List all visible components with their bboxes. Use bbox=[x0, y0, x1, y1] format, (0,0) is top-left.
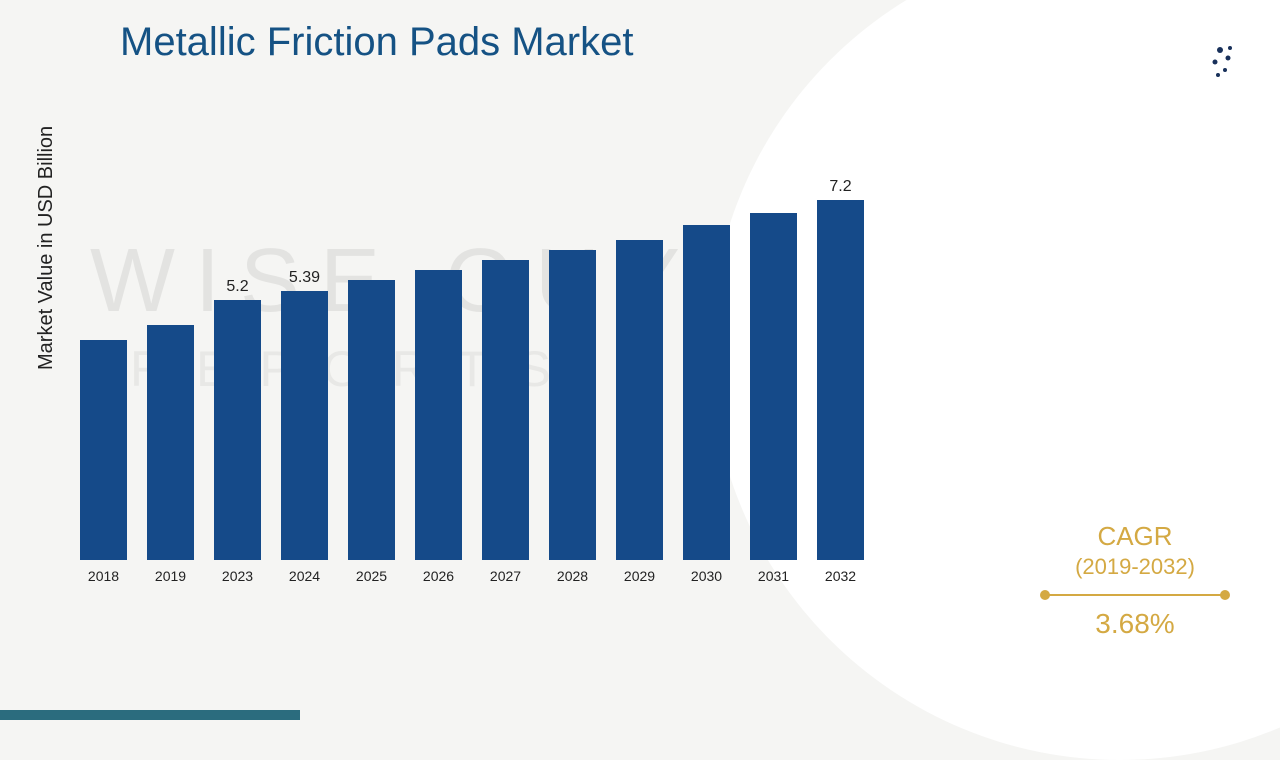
bar-2024: 5.392024 bbox=[281, 269, 328, 561]
bar-rect bbox=[80, 340, 127, 560]
bar-2018: 2018 bbox=[80, 336, 127, 560]
brand-logo: WISE GUY REPORTS bbox=[942, 20, 1250, 110]
bar-x-label: 2029 bbox=[624, 568, 655, 584]
cagr-title: CAGR bbox=[1045, 521, 1225, 552]
bar-rect bbox=[281, 291, 328, 561]
y-axis-label: Market Value in USD Billion bbox=[35, 126, 58, 370]
cagr-divider bbox=[1045, 594, 1225, 596]
bar-x-label: 2032 bbox=[825, 568, 856, 584]
bar-rect bbox=[616, 240, 663, 560]
cagr-range: (2019-2032) bbox=[1045, 554, 1225, 580]
bar-rect bbox=[817, 200, 864, 560]
bar-rect bbox=[348, 280, 395, 560]
bar-x-label: 2018 bbox=[88, 568, 119, 584]
bar-2029: 2029 bbox=[616, 236, 663, 560]
bottom-accent-bar bbox=[0, 710, 300, 720]
bar-2032: 7.22032 bbox=[817, 178, 864, 560]
bar-x-label: 2025 bbox=[356, 568, 387, 584]
bar-rect bbox=[482, 260, 529, 560]
bar-rect bbox=[750, 213, 797, 561]
ai-head-icon bbox=[1170, 20, 1250, 110]
bar-x-label: 2024 bbox=[289, 568, 320, 584]
bar-x-label: 2031 bbox=[758, 568, 789, 584]
bar-x-label: 2019 bbox=[155, 568, 186, 584]
cagr-block: CAGR (2019-2032) 3.68% bbox=[1045, 521, 1225, 640]
bar-value-label: 5.2 bbox=[226, 278, 248, 296]
bar-value-label: 7.2 bbox=[829, 178, 851, 196]
bar-2019: 2019 bbox=[147, 321, 194, 560]
bar-2026: 2026 bbox=[415, 266, 462, 560]
bar-2028: 2028 bbox=[549, 246, 596, 560]
bar-x-label: 2026 bbox=[423, 568, 454, 584]
chart-title: Metallic Friction Pads Market bbox=[120, 20, 633, 65]
bar-rect bbox=[147, 325, 194, 560]
bar-2023: 5.22023 bbox=[214, 278, 261, 560]
bar-2027: 2027 bbox=[482, 256, 529, 560]
bar-rect bbox=[214, 300, 261, 560]
bar-chart: 201820195.220235.39202420252026202720282… bbox=[80, 160, 880, 590]
bar-rect bbox=[549, 250, 596, 560]
bar-2025: 2025 bbox=[348, 276, 395, 560]
bar-x-label: 2028 bbox=[557, 568, 588, 584]
cagr-value: 3.68% bbox=[1045, 608, 1225, 640]
bar-2030: 2030 bbox=[683, 221, 730, 560]
bar-2031: 2031 bbox=[750, 209, 797, 561]
bar-rect bbox=[415, 270, 462, 560]
bar-x-label: 2023 bbox=[222, 568, 253, 584]
logo-line2: REPORTS bbox=[942, 73, 1160, 94]
bar-x-label: 2030 bbox=[691, 568, 722, 584]
logo-line1: WISE GUY bbox=[942, 36, 1160, 75]
bar-rect bbox=[683, 225, 730, 560]
bar-x-label: 2027 bbox=[490, 568, 521, 584]
bar-value-label: 5.39 bbox=[289, 269, 320, 287]
